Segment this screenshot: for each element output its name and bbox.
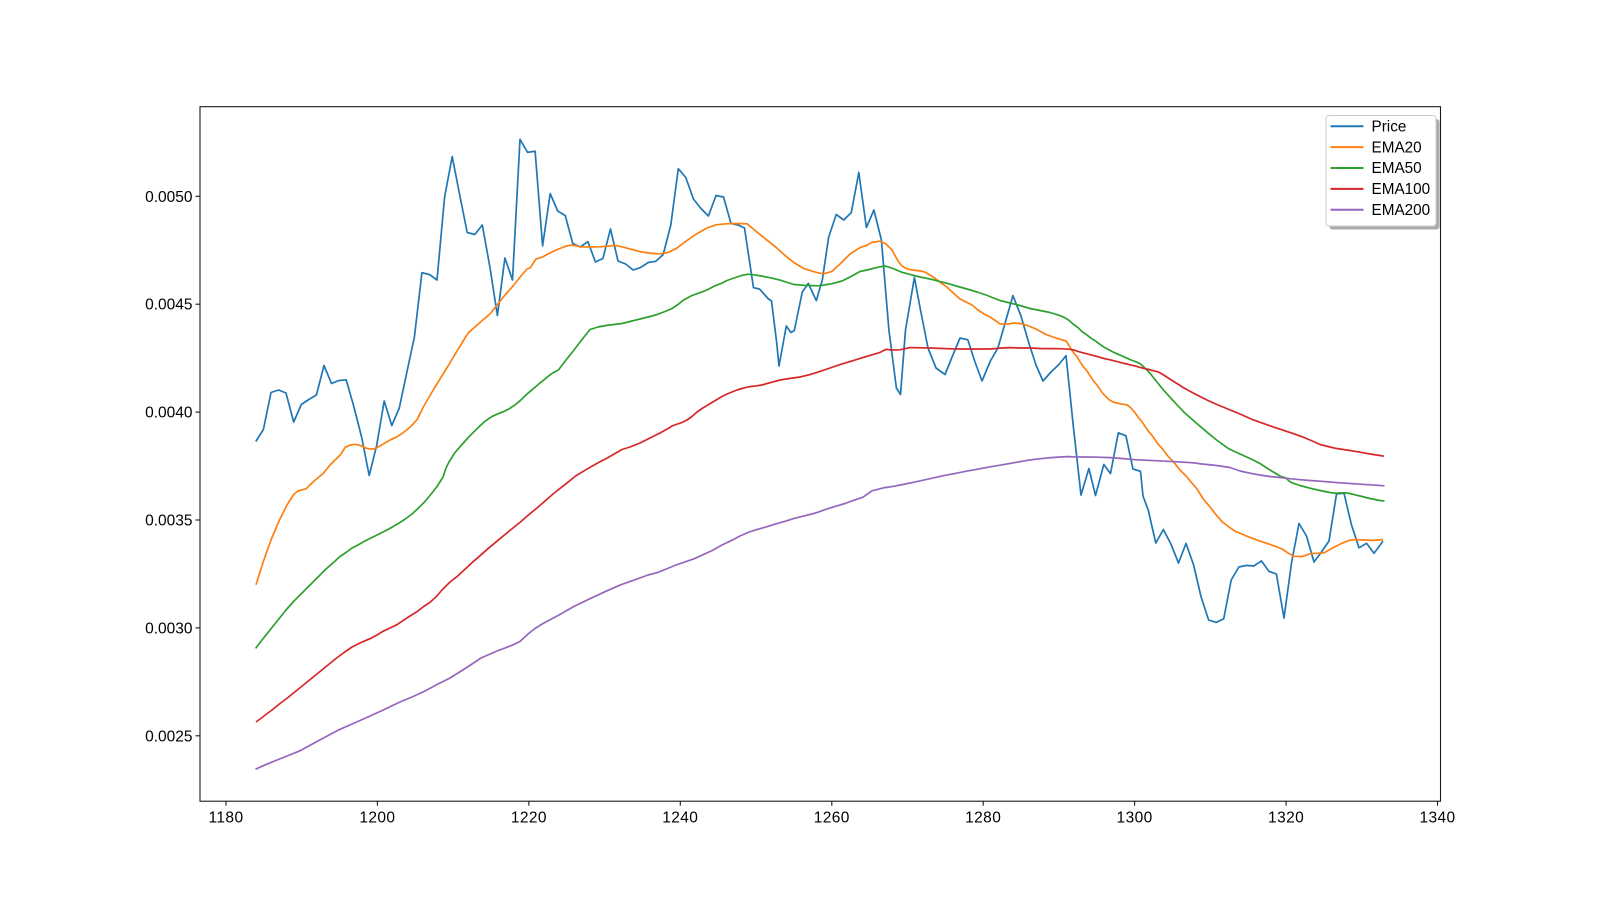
svg-text:1340: 1340 [1419,810,1455,827]
svg-text:0.0035: 0.0035 [145,513,192,530]
svg-text:0.0030: 0.0030 [145,620,193,637]
svg-text:EMA200: EMA200 [1372,202,1431,219]
svg-text:1320: 1320 [1268,810,1304,827]
svg-text:Price: Price [1372,118,1407,135]
svg-text:1200: 1200 [359,810,395,827]
svg-text:EMA100: EMA100 [1372,181,1431,198]
svg-text:1240: 1240 [662,810,698,827]
svg-text:0.0040: 0.0040 [145,405,193,422]
svg-text:EMA20: EMA20 [1372,139,1422,156]
svg-text:1220: 1220 [511,810,547,827]
svg-text:1260: 1260 [814,810,850,827]
svg-text:0.0025: 0.0025 [145,728,192,745]
svg-text:1280: 1280 [965,810,1001,827]
svg-text:0.0050: 0.0050 [145,189,193,206]
svg-text:0.0045: 0.0045 [145,297,192,314]
svg-text:EMA50: EMA50 [1372,160,1422,177]
svg-text:1300: 1300 [1117,810,1153,827]
svg-text:1180: 1180 [209,810,244,827]
